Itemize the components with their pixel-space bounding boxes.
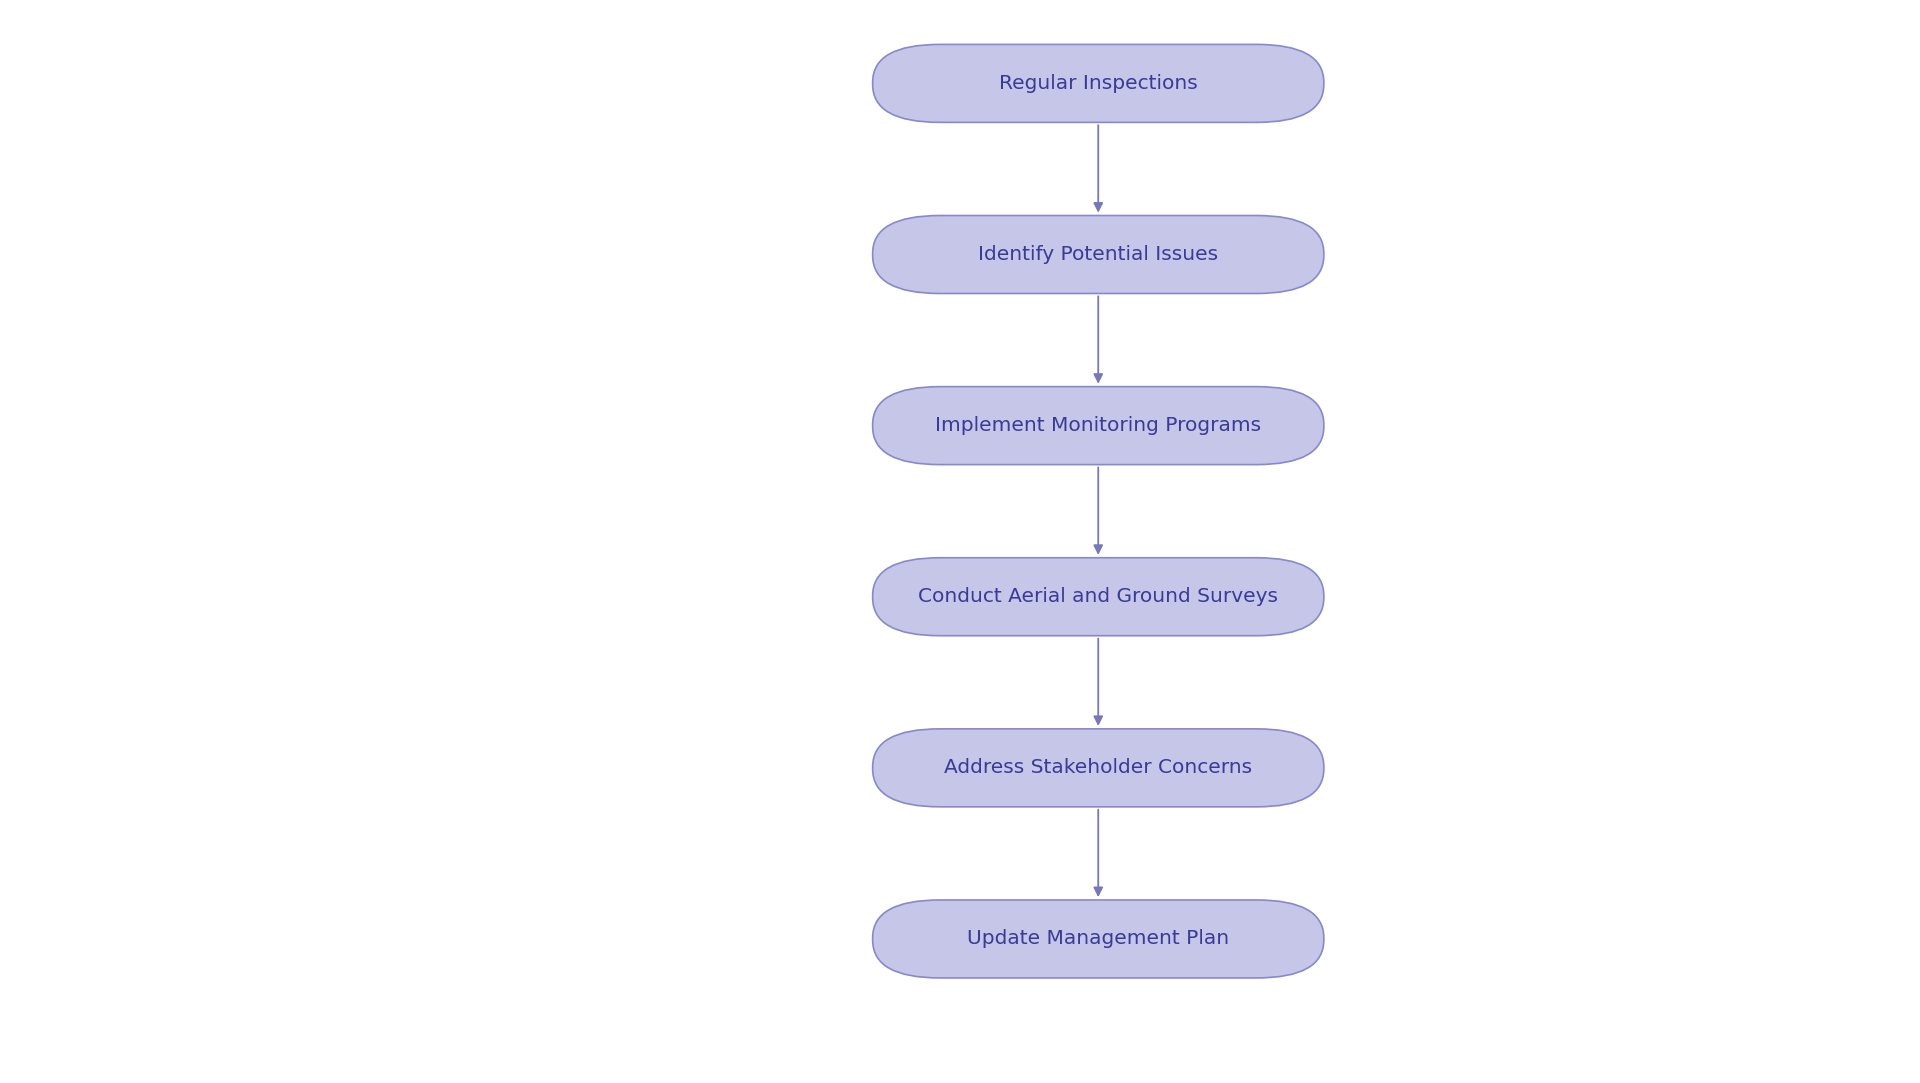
- Text: Identify Potential Issues: Identify Potential Issues: [977, 245, 1219, 264]
- FancyBboxPatch shape: [872, 729, 1325, 807]
- FancyBboxPatch shape: [872, 900, 1325, 978]
- FancyBboxPatch shape: [872, 558, 1325, 636]
- Text: Address Stakeholder Concerns: Address Stakeholder Concerns: [945, 758, 1252, 778]
- Text: Conduct Aerial and Ground Surveys: Conduct Aerial and Ground Surveys: [918, 587, 1279, 606]
- FancyBboxPatch shape: [872, 387, 1325, 465]
- Text: Regular Inspections: Regular Inspections: [998, 74, 1198, 93]
- FancyBboxPatch shape: [872, 44, 1325, 122]
- FancyBboxPatch shape: [872, 216, 1325, 293]
- Text: Update Management Plan: Update Management Plan: [968, 929, 1229, 949]
- Text: Implement Monitoring Programs: Implement Monitoring Programs: [935, 416, 1261, 435]
